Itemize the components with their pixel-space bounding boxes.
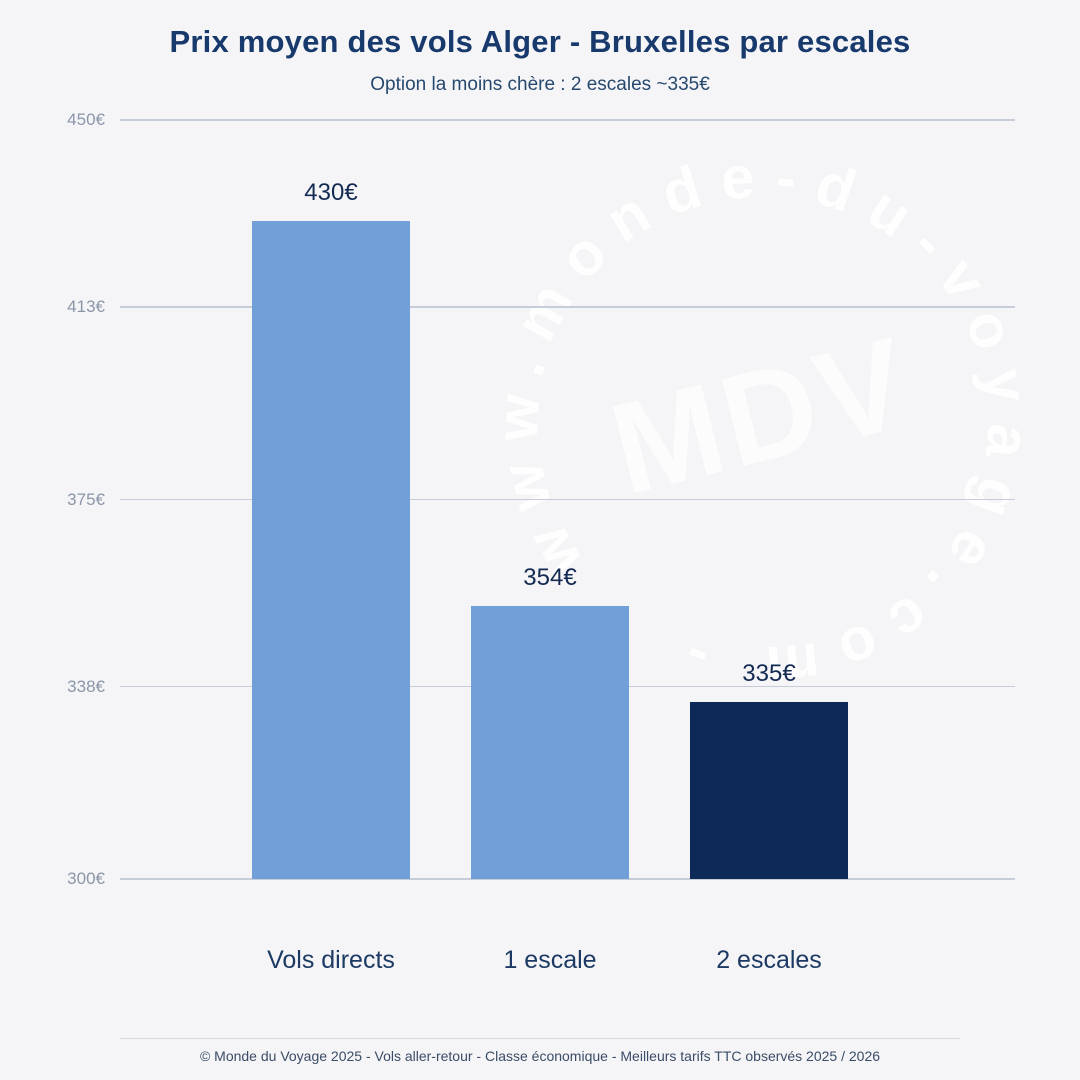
footer-credit: © Monde du Voyage 2025 - Vols aller-reto…: [199, 1048, 881, 1064]
bar-2-escales: [690, 701, 848, 879]
gridline: [120, 878, 1015, 880]
y-axis-tick-label: 375€: [67, 489, 105, 509]
footer-divider: [120, 1038, 960, 1039]
x-axis-category-label: Vols directs: [267, 946, 395, 974]
bar-value-label: 354€: [523, 563, 577, 591]
bar-1-escale: [471, 605, 629, 879]
y-axis-tick-label: 338€: [67, 676, 105, 696]
gridline: [120, 119, 1015, 121]
y-axis-tick-label: 300€: [67, 869, 105, 888]
x-axis-category-label: 2 escales: [716, 946, 822, 974]
bar-value-label: 430€: [304, 179, 358, 207]
bar-value-label: 335€: [742, 659, 796, 687]
y-axis-tick-label: 450€: [67, 110, 105, 129]
x-axis-category-label: 1 escale: [503, 946, 597, 974]
chart-title: Prix moyen des vols Alger - Bruxelles pa…: [169, 24, 911, 59]
chart-subtitle: Option la moins chère : 2 escales ~335€: [370, 74, 710, 95]
bar-vols-directs: [252, 221, 410, 879]
y-axis-tick-label: 413€: [67, 297, 105, 317]
gridline: [120, 498, 1015, 501]
gridline: [120, 306, 1015, 308]
